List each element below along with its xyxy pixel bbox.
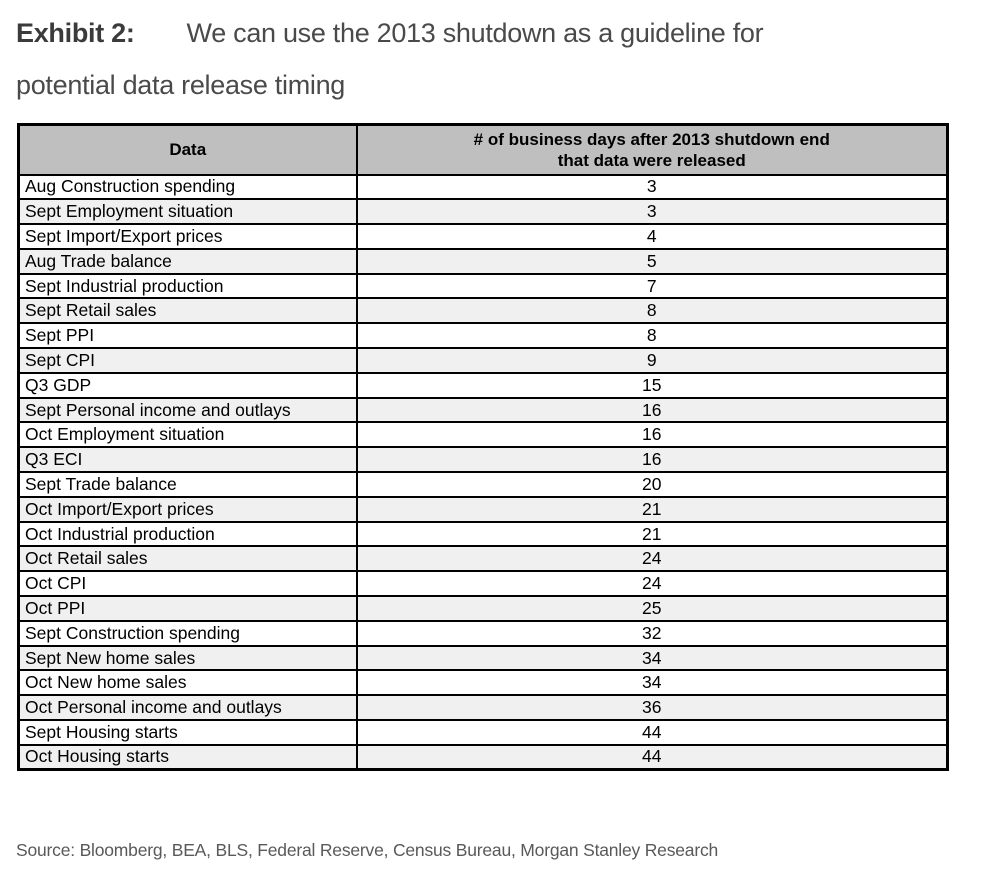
table-row: Oct Industrial production 21 (17, 520, 949, 548)
data-label-cell: Sept New home sales (17, 644, 358, 672)
table-row: Oct Personal income and outlays 36 (17, 694, 949, 722)
table-row: Oct Housing starts 44 (17, 743, 949, 771)
days-value-cell: 32 (355, 619, 949, 647)
days-value-cell: 15 (355, 371, 949, 399)
data-label-cell: Aug Construction spending (17, 173, 358, 201)
table-row: Oct New home sales 34 (17, 669, 949, 697)
data-label-cell: Sept PPI (17, 322, 358, 350)
days-value-cell: 24 (355, 570, 949, 598)
days-value-cell: 5 (355, 247, 949, 275)
data-label-cell: Sept Housing starts (17, 719, 358, 746)
table-row: Oct Import/Export prices 21 (17, 495, 949, 523)
title-line-1-text: We can use the 2013 shutdown as a guidel… (186, 18, 764, 48)
column-header-days-line-1: # of business days after 2013 shutdown e… (473, 129, 830, 149)
table-row: Sept Construction spending 32 (17, 619, 949, 647)
days-value-cell: 34 (355, 669, 949, 697)
data-label-cell: Q3 GDP (17, 371, 358, 399)
table-row: Oct Employment situation 16 (17, 421, 949, 449)
data-label-cell: Sept Retail sales (17, 297, 358, 325)
table-header-row: Data # of business days after 2013 shutd… (17, 123, 949, 176)
table-row: Sept CPI 9 (17, 347, 949, 374)
data-label-cell: Oct Industrial production (17, 520, 358, 548)
data-label-cell: Q3 ECI (17, 446, 358, 474)
table-row: Sept Import/Export prices 4 (17, 223, 949, 250)
days-value-cell: 36 (355, 694, 949, 722)
table-row: Sept Housing starts 44 (17, 719, 949, 746)
data-label-cell: Sept Employment situation (17, 198, 358, 226)
days-value-cell: 21 (355, 495, 949, 523)
table-row: Oct Retail sales 24 (17, 545, 949, 573)
table-row: Oct PPI 25 (17, 595, 949, 622)
table-row: Sept Retail sales 8 (17, 297, 949, 325)
table-body: Aug Construction spending 3 Sept Employm… (17, 173, 949, 771)
data-label-cell: Sept CPI (17, 347, 358, 374)
days-value-cell: 16 (355, 396, 949, 424)
table-row: Sept New home sales 34 (17, 644, 949, 672)
table-row: Sept Industrial production 7 (17, 272, 949, 300)
data-label-cell: Sept Personal income and outlays (17, 396, 358, 424)
source-line: Source: Bloomberg, BEA, BLS, Federal Res… (16, 840, 719, 860)
table-row: Sept PPI 8 (17, 322, 949, 350)
data-label-cell: Sept Import/Export prices (17, 223, 358, 250)
days-value-cell: 20 (355, 471, 949, 498)
table-row: Sept Trade balance 20 (17, 471, 949, 498)
days-value-cell: 16 (355, 421, 949, 449)
table-row: Aug Trade balance 5 (17, 247, 949, 275)
table-row: Aug Construction spending 3 (17, 173, 949, 201)
table-row: Sept Personal income and outlays 16 (17, 396, 949, 424)
table-row: Q3 ECI 16 (17, 446, 949, 474)
days-value-cell: 3 (355, 198, 949, 226)
days-value-cell: 25 (355, 595, 949, 622)
table-row: Oct CPI 24 (17, 570, 949, 598)
days-value-cell: 8 (355, 297, 949, 325)
days-value-cell: 4 (355, 223, 949, 250)
data-release-table: Data # of business days after 2013 shutd… (17, 123, 949, 772)
data-label-cell: Oct Housing starts (17, 743, 358, 771)
days-value-cell: 16 (355, 446, 949, 474)
data-label-cell: Sept Construction spending (17, 619, 358, 647)
days-value-cell: 44 (355, 743, 949, 771)
column-header-data: Data (17, 123, 358, 176)
column-header-days: # of business days after 2013 shutdown e… (355, 123, 949, 176)
data-label-cell: Sept Trade balance (17, 471, 358, 498)
days-value-cell: 7 (355, 272, 949, 300)
title-line-2: potential data release timing (16, 70, 346, 100)
data-label-cell: Oct Personal income and outlays (17, 694, 358, 722)
title-line-1: Exhibit 2: We can use the 2013 shutdown a… (16, 7, 966, 59)
data-label-cell: Oct Retail sales (17, 545, 358, 573)
data-label-cell: Oct Import/Export prices (17, 495, 358, 523)
data-label-cell: Oct CPI (17, 570, 358, 598)
days-value-cell: 8 (355, 322, 949, 350)
days-value-cell: 44 (355, 719, 949, 746)
exhibit-label: Exhibit 2: (16, 18, 135, 48)
table-header: Data # of business days after 2013 shutd… (17, 123, 949, 176)
days-value-cell: 21 (355, 520, 949, 548)
data-label-cell: Aug Trade balance (17, 247, 358, 275)
exhibit-title: Exhibit 2: We can use the 2013 shutdown a… (16, 7, 966, 111)
days-value-cell: 34 (355, 644, 949, 672)
days-value-cell: 9 (355, 347, 949, 374)
data-label-cell: Oct New home sales (17, 669, 358, 697)
days-value-cell: 24 (355, 545, 949, 573)
data-label-cell: Oct PPI (17, 595, 358, 622)
table-row: Sept Employment situation 3 (17, 198, 949, 226)
data-label-cell: Oct Employment situation (17, 421, 358, 449)
table-row: Q3 GDP 15 (17, 371, 949, 399)
days-value-cell: 3 (355, 173, 949, 201)
data-label-cell: Sept Industrial production (17, 272, 358, 300)
column-header-days-line-2: that data were released (557, 150, 746, 170)
